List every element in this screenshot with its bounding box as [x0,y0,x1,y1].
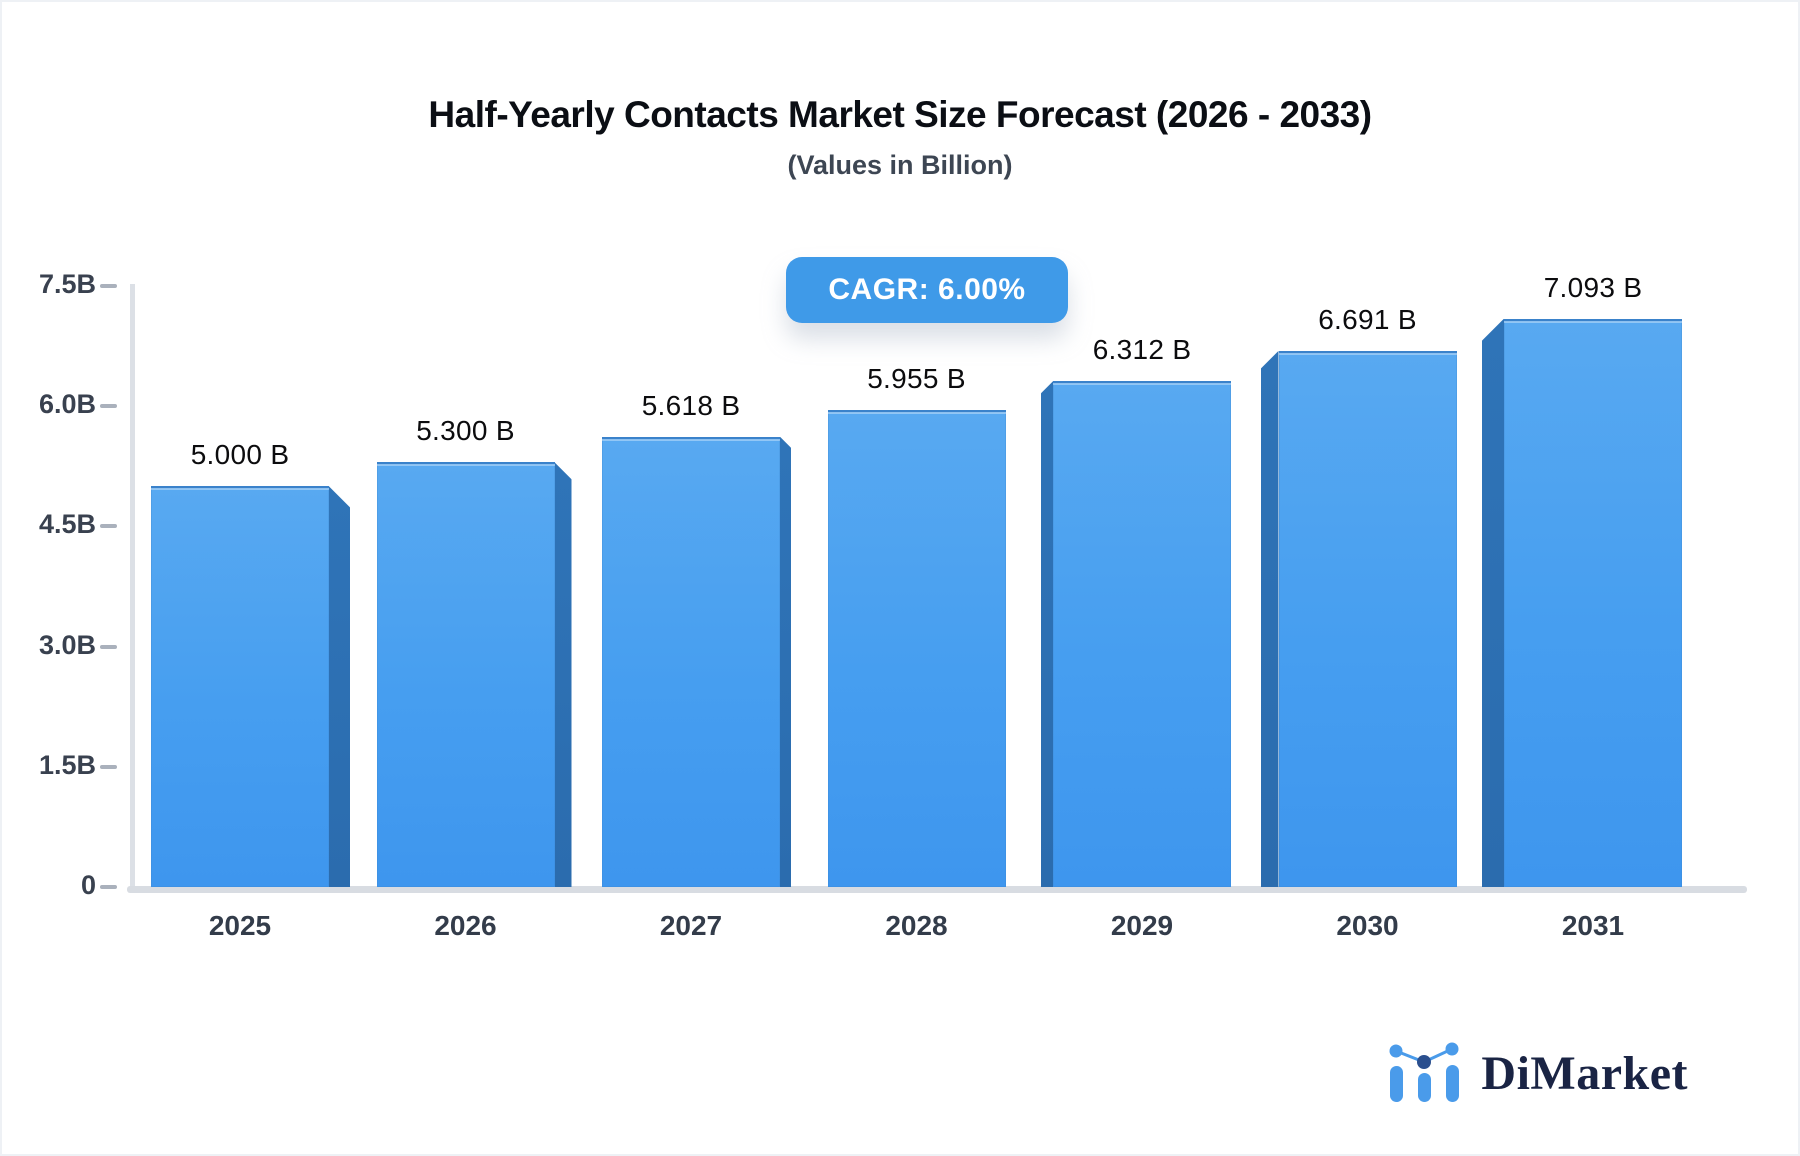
y-tick-dash [100,764,117,769]
x-tick-label-2029: 2029 [1110,910,1174,941]
x-tick-label-2026: 2026 [434,910,497,941]
y-tick-label-1.5B: 1.5B [38,749,96,780]
bar-value-label-2031: 7.093 B [1543,271,1643,303]
bar-side-2026 [554,462,572,887]
y-tick-dash [100,284,117,288]
x-tick-label-2031: 2031 [1561,910,1625,941]
dimarket-logo-text: DiMarket [1481,1046,1688,1100]
bar-face-2028 [827,409,1006,887]
chart-title: Half-Yearly Contacts Market Size Forecas… [428,94,1372,135]
bar-face-2031 [1504,318,1682,887]
y-axis-line [130,284,135,893]
bar-value-label-2028: 5.955 B [867,362,966,394]
bar-side-2030 [1260,350,1279,887]
x-tick-label-2027: 2027 [659,910,723,941]
y-tick-dash [100,885,117,889]
y-tick-label-7.5B: 7.5B [38,269,96,299]
bar-value-label-2027: 5.618 B [641,389,741,421]
y-tick-dash [100,404,117,409]
y-tick-dash [100,524,117,529]
x-tick-label-2030: 2030 [1336,910,1399,941]
dimarket-logo-icon [1389,1042,1460,1102]
bar-value-label-2025: 5.000 B [190,439,290,471]
bar-side-2027 [780,436,791,887]
bar-side-2029 [1041,381,1053,887]
cagr-badge: CAGR: 6.00% [786,257,1068,323]
x-tick-label-2028: 2028 [885,910,948,941]
y-tick-label-6.0B: 6.0B [38,389,96,420]
y-tick-label-4.5B: 4.5B [38,509,96,540]
bar-face-2030 [1278,350,1457,887]
bar-side-2031 [1482,318,1504,887]
y-tick-label-3.0B: 3.0B [38,629,96,660]
bar-face-2029 [1053,381,1231,887]
x-tick-label-2025: 2025 [208,910,272,941]
bar-value-label-2026: 5.300 B [416,415,515,447]
cagr-badge-label: CAGR: 6.00% [828,273,1026,306]
bar-side-2025 [329,486,350,887]
bar-face-2027 [602,436,780,887]
bar-face-2025 [151,486,329,887]
dimarket-logo[interactable]: DiMarket [1389,1042,1688,1104]
bar-value-label-2030: 6.691 B [1318,303,1417,335]
x-axis-line [127,886,1747,893]
y-tick-dash [100,644,117,649]
y-tick-label-0: 0 [80,870,96,900]
chart-subtitle: (Values in Billion) [787,150,1013,180]
bar-value-label-2029: 6.312 B [1092,334,1192,366]
bar-face-2026 [376,462,555,887]
